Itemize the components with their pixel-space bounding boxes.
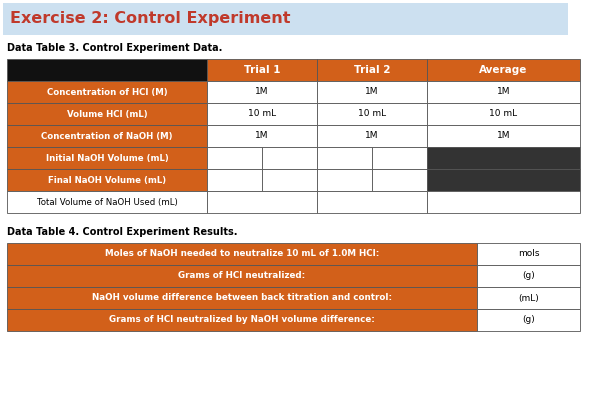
FancyBboxPatch shape — [207, 169, 262, 191]
FancyBboxPatch shape — [7, 287, 477, 309]
FancyBboxPatch shape — [7, 191, 207, 213]
FancyBboxPatch shape — [207, 147, 262, 169]
FancyBboxPatch shape — [477, 265, 580, 287]
FancyBboxPatch shape — [7, 59, 207, 81]
FancyBboxPatch shape — [317, 169, 372, 191]
Text: 10 mL: 10 mL — [248, 110, 276, 118]
Text: 1M: 1M — [497, 87, 510, 97]
Text: Volume HCl (mL): Volume HCl (mL) — [67, 110, 147, 118]
Text: Final NaOH Volume (mL): Final NaOH Volume (mL) — [48, 176, 166, 184]
Text: Trial 2: Trial 2 — [354, 65, 390, 75]
Text: 10 mL: 10 mL — [489, 110, 518, 118]
Text: Concentration of HCl (M): Concentration of HCl (M) — [47, 87, 167, 97]
FancyBboxPatch shape — [207, 81, 317, 103]
Text: Exercise 2: Control Experiment: Exercise 2: Control Experiment — [10, 11, 291, 26]
FancyBboxPatch shape — [477, 243, 580, 265]
FancyBboxPatch shape — [207, 103, 317, 125]
Text: Moles of NaOH needed to neutralize 10 mL of 1.0M HCl:: Moles of NaOH needed to neutralize 10 mL… — [105, 249, 379, 258]
Text: (g): (g) — [522, 271, 535, 281]
Text: 1M: 1M — [497, 131, 510, 141]
FancyBboxPatch shape — [317, 191, 427, 213]
FancyBboxPatch shape — [317, 103, 427, 125]
FancyBboxPatch shape — [317, 147, 372, 169]
Text: 1M: 1M — [255, 87, 268, 97]
FancyBboxPatch shape — [427, 125, 580, 147]
FancyBboxPatch shape — [7, 103, 207, 125]
Text: Total Volume of NaOH Used (mL): Total Volume of NaOH Used (mL) — [37, 197, 178, 207]
FancyBboxPatch shape — [317, 125, 427, 147]
Text: Average: Average — [479, 65, 528, 75]
Text: Grams of HCl neutralized:: Grams of HCl neutralized: — [178, 271, 306, 281]
FancyBboxPatch shape — [477, 287, 580, 309]
FancyBboxPatch shape — [427, 191, 580, 213]
Text: Initial NaOH Volume (mL): Initial NaOH Volume (mL) — [46, 153, 169, 163]
FancyBboxPatch shape — [207, 191, 317, 213]
FancyBboxPatch shape — [477, 309, 580, 331]
FancyBboxPatch shape — [372, 147, 427, 169]
FancyBboxPatch shape — [372, 169, 427, 191]
FancyBboxPatch shape — [427, 169, 580, 191]
FancyBboxPatch shape — [262, 169, 317, 191]
Text: 10 mL: 10 mL — [358, 110, 386, 118]
FancyBboxPatch shape — [317, 59, 427, 81]
FancyBboxPatch shape — [317, 81, 427, 103]
FancyBboxPatch shape — [427, 147, 580, 169]
Text: Data Table 4. Control Experiment Results.: Data Table 4. Control Experiment Results… — [7, 227, 238, 237]
Text: 1M: 1M — [255, 131, 268, 141]
FancyBboxPatch shape — [7, 147, 207, 169]
FancyBboxPatch shape — [7, 309, 477, 331]
Text: Grams of HCl neutralized by NaOH volume difference:: Grams of HCl neutralized by NaOH volume … — [109, 315, 375, 325]
FancyBboxPatch shape — [7, 125, 207, 147]
FancyBboxPatch shape — [427, 59, 580, 81]
FancyBboxPatch shape — [207, 59, 317, 81]
Text: mols: mols — [518, 249, 539, 258]
Text: Concentration of NaOH (M): Concentration of NaOH (M) — [42, 131, 173, 141]
FancyBboxPatch shape — [207, 125, 317, 147]
FancyBboxPatch shape — [7, 243, 477, 265]
FancyBboxPatch shape — [7, 81, 207, 103]
Text: 1M: 1M — [365, 87, 379, 97]
Text: Data Table 3. Control Experiment Data.: Data Table 3. Control Experiment Data. — [7, 43, 222, 53]
Text: Trial 1: Trial 1 — [244, 65, 281, 75]
Text: (g): (g) — [522, 315, 535, 325]
FancyBboxPatch shape — [7, 169, 207, 191]
FancyBboxPatch shape — [427, 81, 580, 103]
FancyBboxPatch shape — [262, 147, 317, 169]
FancyBboxPatch shape — [427, 103, 580, 125]
Text: (mL): (mL) — [518, 294, 539, 302]
FancyBboxPatch shape — [7, 265, 477, 287]
FancyBboxPatch shape — [3, 3, 568, 35]
Text: NaOH volume difference between back titration and control:: NaOH volume difference between back titr… — [92, 294, 392, 302]
Text: 1M: 1M — [365, 131, 379, 141]
